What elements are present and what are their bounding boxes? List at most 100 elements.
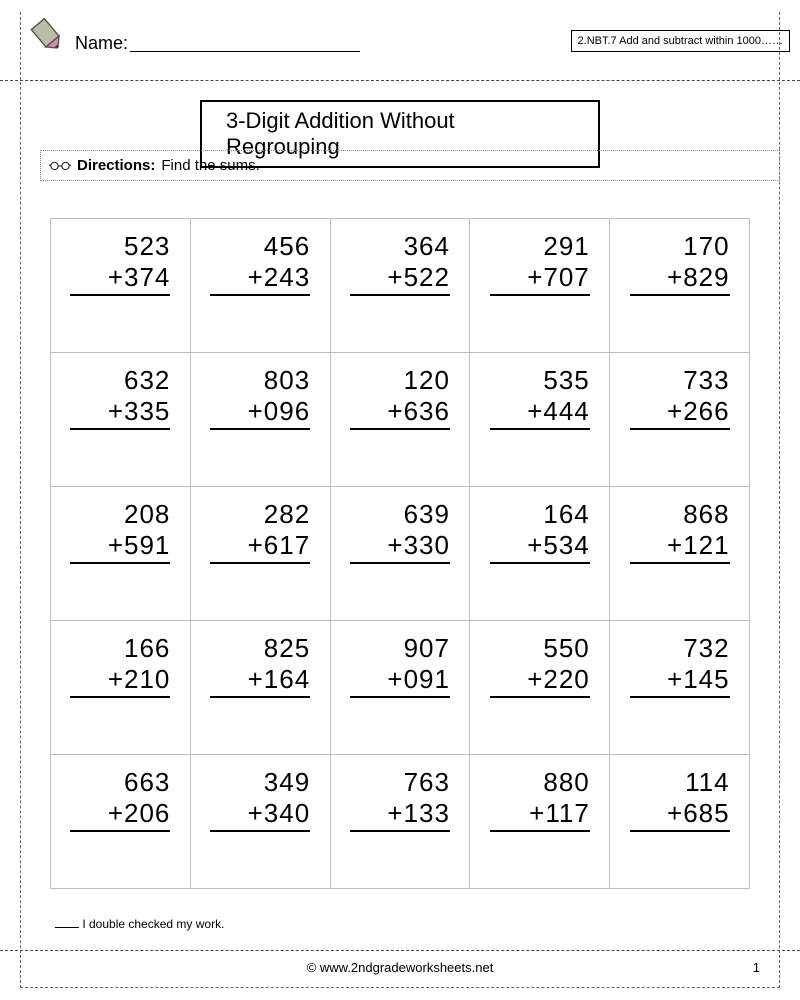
problem-cell: 907+091 bbox=[330, 621, 470, 755]
bottom-addend: +096 bbox=[210, 396, 310, 430]
directions-label: Directions: bbox=[77, 157, 155, 174]
check-blank[interactable] bbox=[55, 927, 79, 928]
top-addend: 114 bbox=[630, 767, 730, 798]
top-addend: 170 bbox=[630, 231, 730, 262]
problem-cell: 825+164 bbox=[190, 621, 330, 755]
bottom-addend: +444 bbox=[490, 396, 590, 430]
top-addend: 803 bbox=[210, 365, 310, 396]
addition-problem: 868+121 bbox=[630, 499, 730, 564]
top-addend: 825 bbox=[210, 633, 310, 664]
problem-cell: 456+243 bbox=[190, 219, 330, 353]
addition-problem: 282+617 bbox=[210, 499, 310, 564]
top-addend: 733 bbox=[630, 365, 730, 396]
problem-cell: 868+121 bbox=[610, 487, 750, 621]
top-addend: 291 bbox=[490, 231, 590, 262]
check-text: I double checked my work. bbox=[82, 917, 224, 931]
addition-problem: 364+522 bbox=[350, 231, 450, 296]
problem-cell: 632+335 bbox=[51, 353, 191, 487]
name-label: Name: bbox=[75, 33, 128, 54]
addition-problem: 763+133 bbox=[350, 767, 450, 832]
page-number: 1 bbox=[753, 960, 760, 975]
top-addend: 164 bbox=[490, 499, 590, 530]
directions-text: Find the sums. bbox=[161, 157, 259, 174]
bottom-addend: +330 bbox=[350, 530, 450, 564]
addition-problem: 632+335 bbox=[70, 365, 170, 430]
top-addend: 208 bbox=[70, 499, 170, 530]
top-addend: 632 bbox=[70, 365, 170, 396]
bottom-addend: +133 bbox=[350, 798, 450, 832]
addition-problem: 456+243 bbox=[210, 231, 310, 296]
addition-problem: 733+266 bbox=[630, 365, 730, 430]
problem-cell: 114+685 bbox=[610, 755, 750, 889]
standard-box: 2.NBT.7 Add and subtract within 1000…… bbox=[571, 30, 790, 52]
top-addend: 364 bbox=[350, 231, 450, 262]
addition-problem: 120+636 bbox=[350, 365, 450, 430]
addition-problem: 825+164 bbox=[210, 633, 310, 698]
glasses-icon bbox=[49, 161, 71, 171]
top-addend: 663 bbox=[70, 767, 170, 798]
bottom-addend: +220 bbox=[490, 664, 590, 698]
addition-problem: 170+829 bbox=[630, 231, 730, 296]
problem-cell: 639+330 bbox=[330, 487, 470, 621]
problem-cell: 208+591 bbox=[51, 487, 191, 621]
addition-problem: 349+340 bbox=[210, 767, 310, 832]
bottom-addend: +335 bbox=[70, 396, 170, 430]
addition-problem: 907+091 bbox=[350, 633, 450, 698]
directions-box: Directions: Find the sums. bbox=[40, 150, 780, 181]
bottom-addend: +091 bbox=[350, 664, 450, 698]
problem-cell: 880+117 bbox=[470, 755, 610, 889]
top-addend: 763 bbox=[350, 767, 450, 798]
addition-problem: 663+206 bbox=[70, 767, 170, 832]
top-addend: 639 bbox=[350, 499, 450, 530]
bottom-addend: +591 bbox=[70, 530, 170, 564]
bottom-dashed-rule bbox=[0, 950, 800, 951]
top-addend: 868 bbox=[630, 499, 730, 530]
addition-problem: 291+707 bbox=[490, 231, 590, 296]
footer-check: I double checked my work. bbox=[55, 917, 224, 931]
bottom-addend: +210 bbox=[70, 664, 170, 698]
header-row: Name: 2.NBT.7 Add and subtract within 10… bbox=[35, 30, 790, 54]
addition-problem: 164+534 bbox=[490, 499, 590, 564]
bottom-addend: +534 bbox=[490, 530, 590, 564]
top-addend: 456 bbox=[210, 231, 310, 262]
problem-cell: 733+266 bbox=[610, 353, 750, 487]
top-addend: 550 bbox=[490, 633, 590, 664]
addition-problem: 535+444 bbox=[490, 365, 590, 430]
bottom-addend: +685 bbox=[630, 798, 730, 832]
problem-cell: 164+534 bbox=[470, 487, 610, 621]
bottom-addend: +243 bbox=[210, 262, 310, 296]
bottom-addend: +829 bbox=[630, 262, 730, 296]
bottom-addend: +617 bbox=[210, 530, 310, 564]
addition-problem: 550+220 bbox=[490, 633, 590, 698]
bottom-addend: +374 bbox=[70, 262, 170, 296]
name-line[interactable] bbox=[130, 51, 360, 52]
bottom-addend: +636 bbox=[350, 396, 450, 430]
bottom-addend: +266 bbox=[630, 396, 730, 430]
bottom-addend: +145 bbox=[630, 664, 730, 698]
top-addend: 732 bbox=[630, 633, 730, 664]
top-addend: 166 bbox=[70, 633, 170, 664]
problem-cell: 291+707 bbox=[470, 219, 610, 353]
problem-cell: 803+096 bbox=[190, 353, 330, 487]
addition-problem: 803+096 bbox=[210, 365, 310, 430]
problem-cell: 550+220 bbox=[470, 621, 610, 755]
problem-cell: 170+829 bbox=[610, 219, 750, 353]
top-addend: 907 bbox=[350, 633, 450, 664]
top-dashed-rule bbox=[0, 80, 800, 81]
top-addend: 880 bbox=[490, 767, 590, 798]
bottom-addend: +340 bbox=[210, 798, 310, 832]
bottom-addend: +121 bbox=[630, 530, 730, 564]
problem-cell: 763+133 bbox=[330, 755, 470, 889]
top-addend: 349 bbox=[210, 767, 310, 798]
addition-problem: 523+374 bbox=[70, 231, 170, 296]
bottom-addend: +206 bbox=[70, 798, 170, 832]
name-field[interactable]: Name: bbox=[75, 33, 360, 54]
problems-table: 523+374456+243364+522291+707170+829632+3… bbox=[50, 218, 750, 889]
problem-cell: 663+206 bbox=[51, 755, 191, 889]
top-addend: 523 bbox=[70, 231, 170, 262]
bottom-addend: +522 bbox=[350, 262, 450, 296]
bottom-addend: +164 bbox=[210, 664, 310, 698]
problem-cell: 282+617 bbox=[190, 487, 330, 621]
top-addend: 120 bbox=[350, 365, 450, 396]
problem-cell: 349+340 bbox=[190, 755, 330, 889]
